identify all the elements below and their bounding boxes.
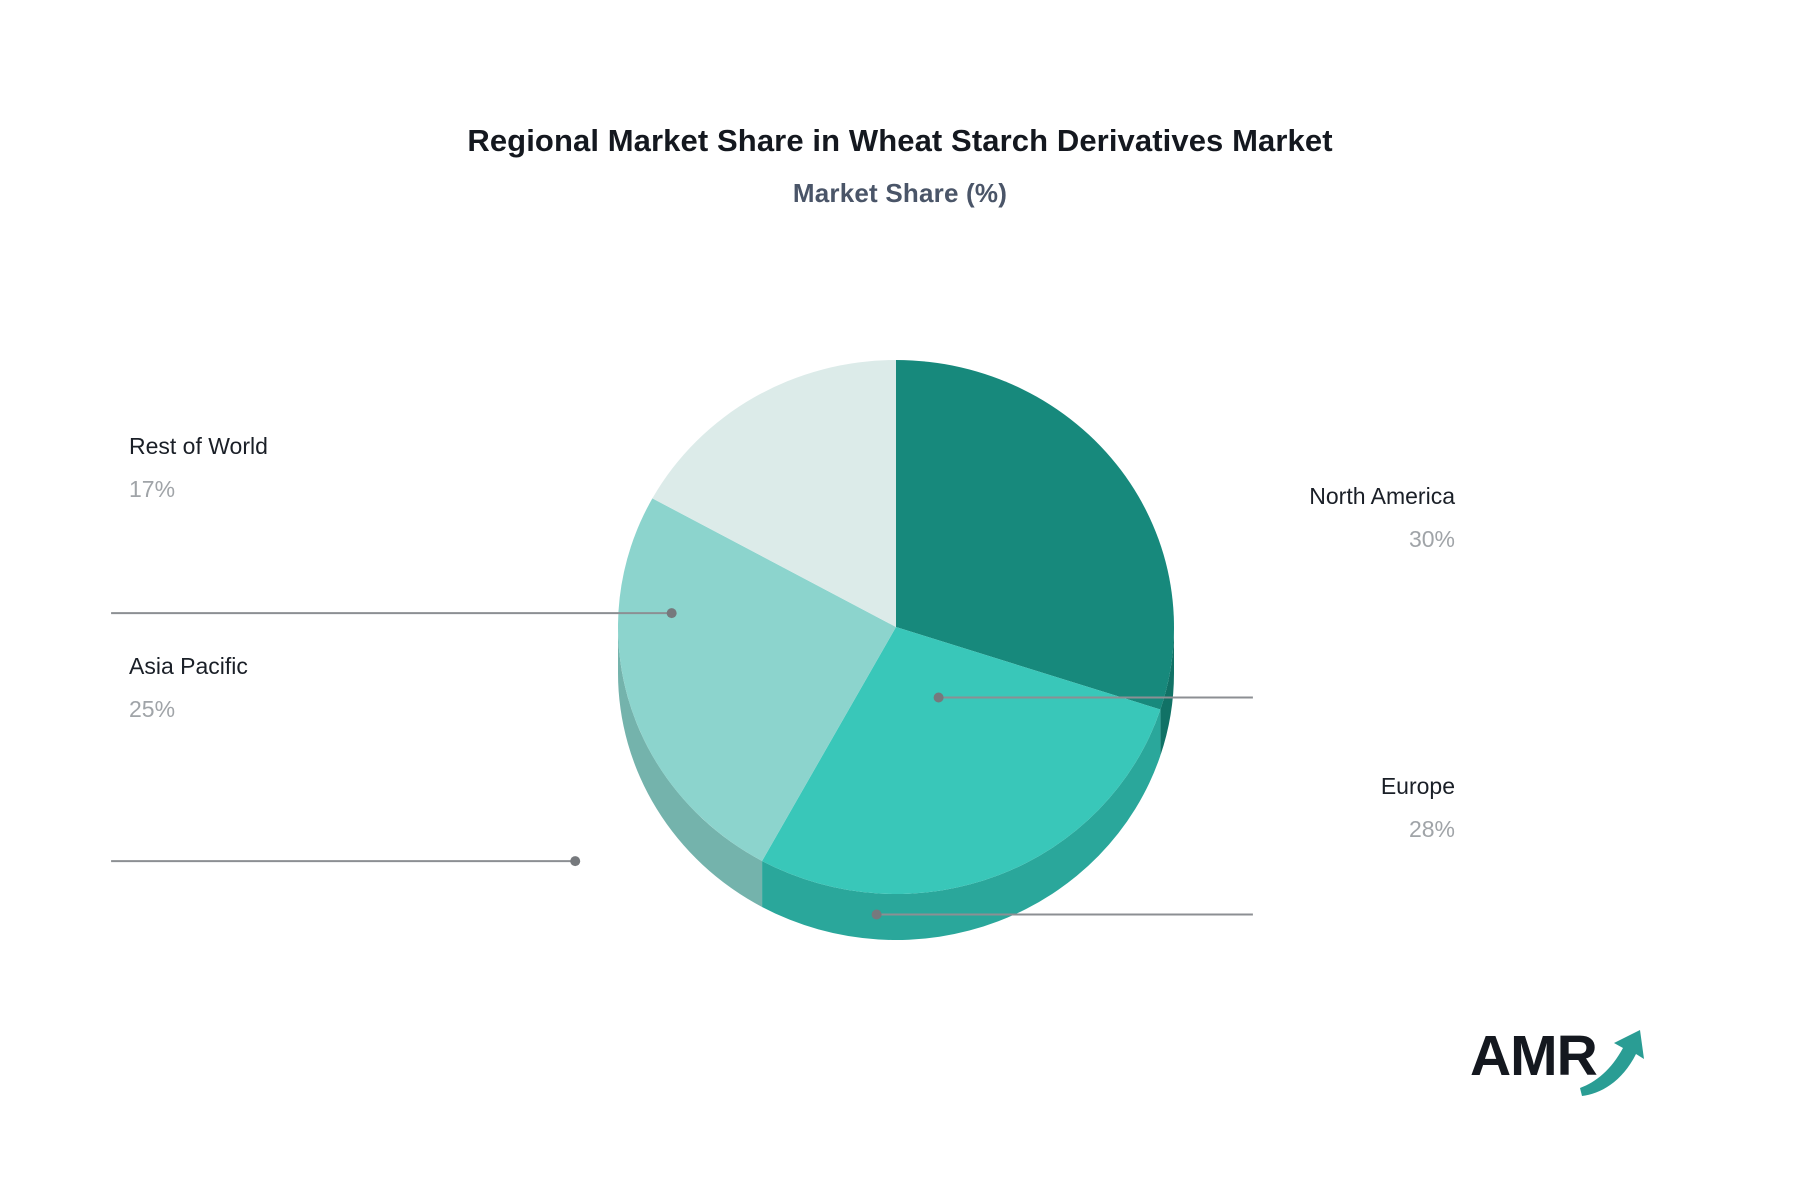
- growth-arrow-icon: [1580, 1030, 1644, 1096]
- callout-rest-of-world: Rest of World 17%: [129, 435, 429, 501]
- pie-side-wall: [618, 627, 1174, 940]
- title-block: Regional Market Share in Wheat Starch De…: [0, 122, 1800, 209]
- pie-slice[interactable]: [652, 360, 896, 627]
- amr-logo: AMR: [1470, 1028, 1645, 1100]
- callout-label: Asia Pacific: [129, 653, 248, 679]
- pie-slice-side: [1160, 627, 1174, 756]
- pie-slice-side: [618, 627, 763, 907]
- chart-title: Regional Market Share in Wheat Starch De…: [467, 123, 1333, 158]
- callout-value: 30%: [1408, 526, 1455, 552]
- callout-label: Rest of World: [129, 433, 268, 459]
- pie-graphic: [566, 355, 1226, 955]
- callout-europe: Europe 28%: [1180, 775, 1455, 841]
- pie-slice-side: [762, 709, 1161, 940]
- pie-slices: [618, 360, 1174, 894]
- callout-north-america: North America 30%: [1180, 485, 1455, 551]
- pie-slice[interactable]: [618, 498, 896, 861]
- logo-wordmark: AMR: [1470, 1024, 1598, 1088]
- chart-subtitle: Market Share (%): [792, 178, 1008, 209]
- callout-value: 25%: [129, 696, 176, 722]
- pie-slice[interactable]: [896, 360, 1174, 710]
- callout-value: 17%: [129, 476, 176, 502]
- callout-value: 28%: [1408, 816, 1455, 842]
- pie-slice[interactable]: [762, 627, 1161, 894]
- callout-asia-pacific: Asia Pacific 25%: [129, 655, 429, 721]
- callout-label: Europe: [1380, 773, 1455, 799]
- callout-label: North America: [1309, 483, 1455, 509]
- pie-svg: [618, 360, 1174, 940]
